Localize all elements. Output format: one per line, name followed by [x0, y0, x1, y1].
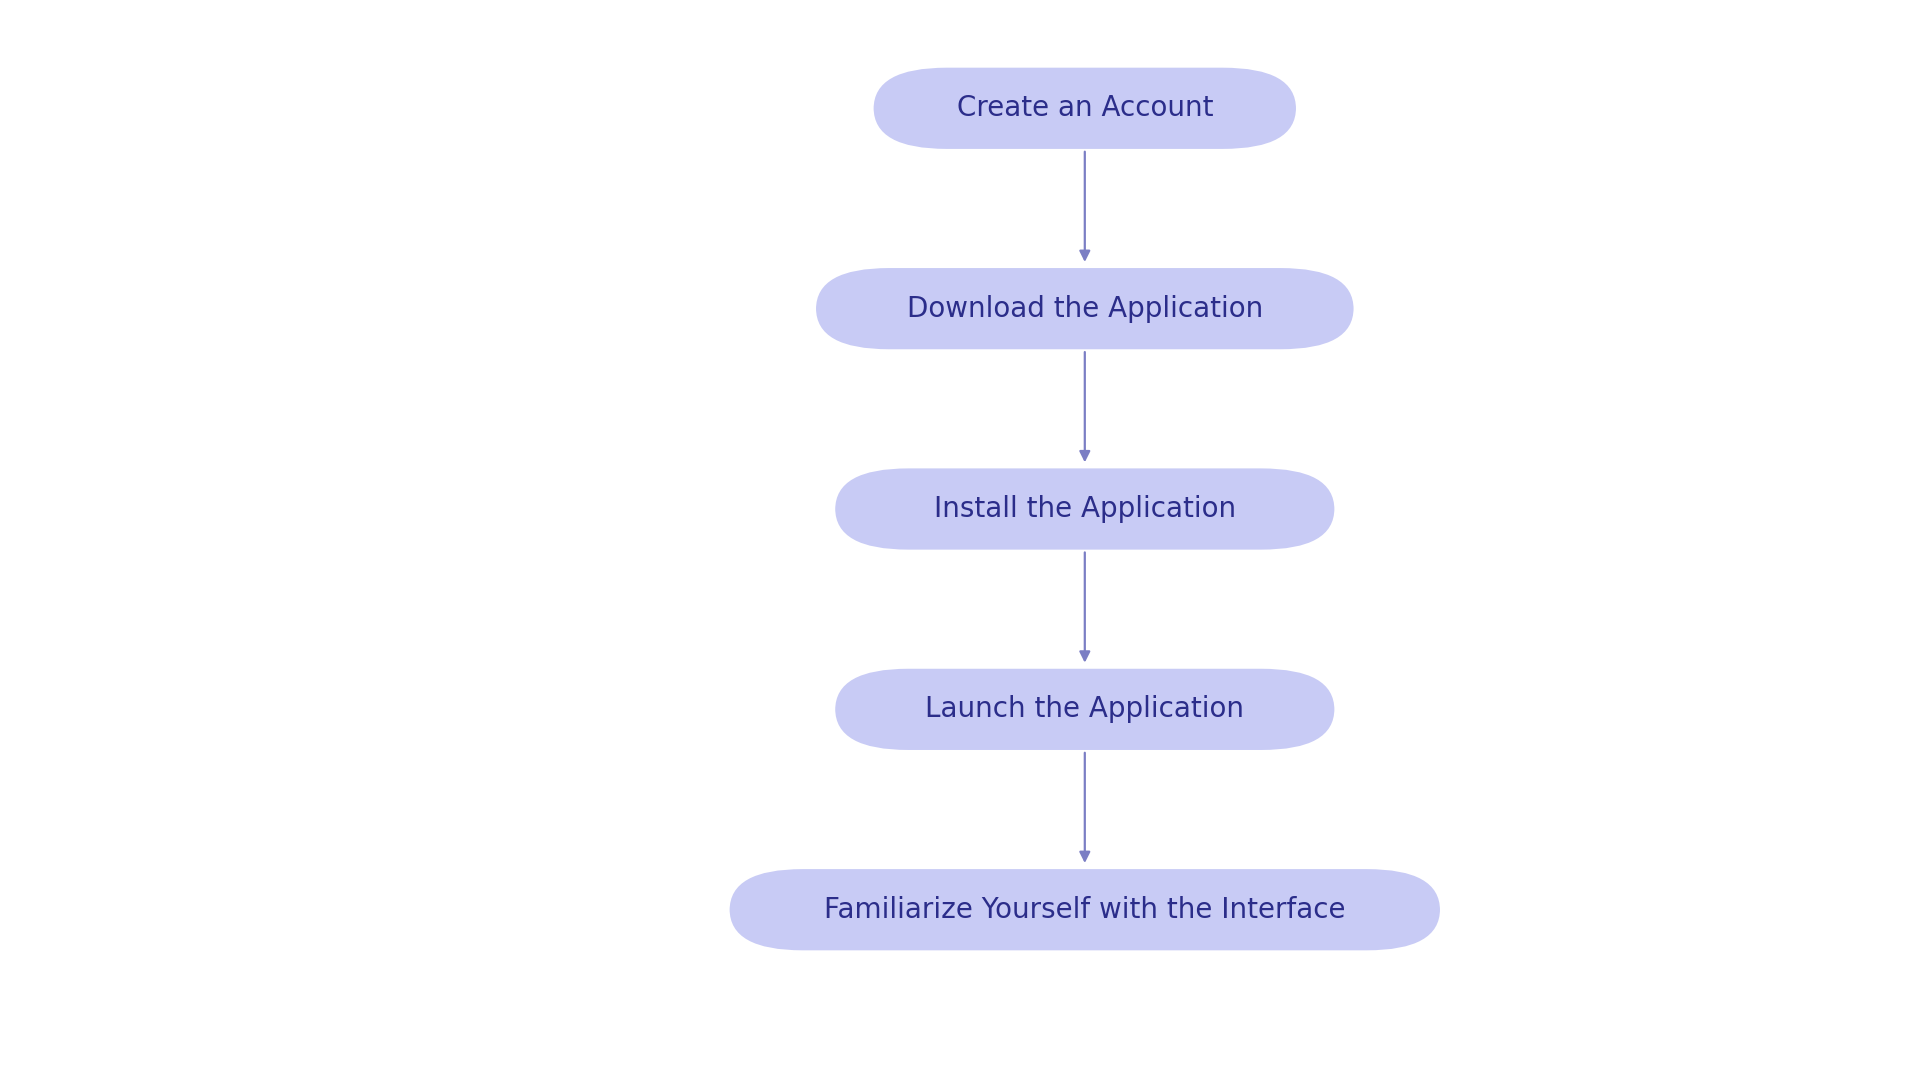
- Text: Launch the Application: Launch the Application: [925, 695, 1244, 723]
- Text: Install the Application: Install the Application: [933, 495, 1236, 523]
- FancyBboxPatch shape: [874, 67, 1296, 148]
- FancyBboxPatch shape: [835, 668, 1334, 749]
- FancyBboxPatch shape: [816, 268, 1354, 349]
- FancyBboxPatch shape: [730, 869, 1440, 951]
- FancyBboxPatch shape: [835, 469, 1334, 549]
- Text: Familiarize Yourself with the Interface: Familiarize Yourself with the Interface: [824, 896, 1346, 924]
- Text: Download the Application: Download the Application: [906, 295, 1263, 323]
- Text: Create an Account: Create an Account: [956, 94, 1213, 122]
